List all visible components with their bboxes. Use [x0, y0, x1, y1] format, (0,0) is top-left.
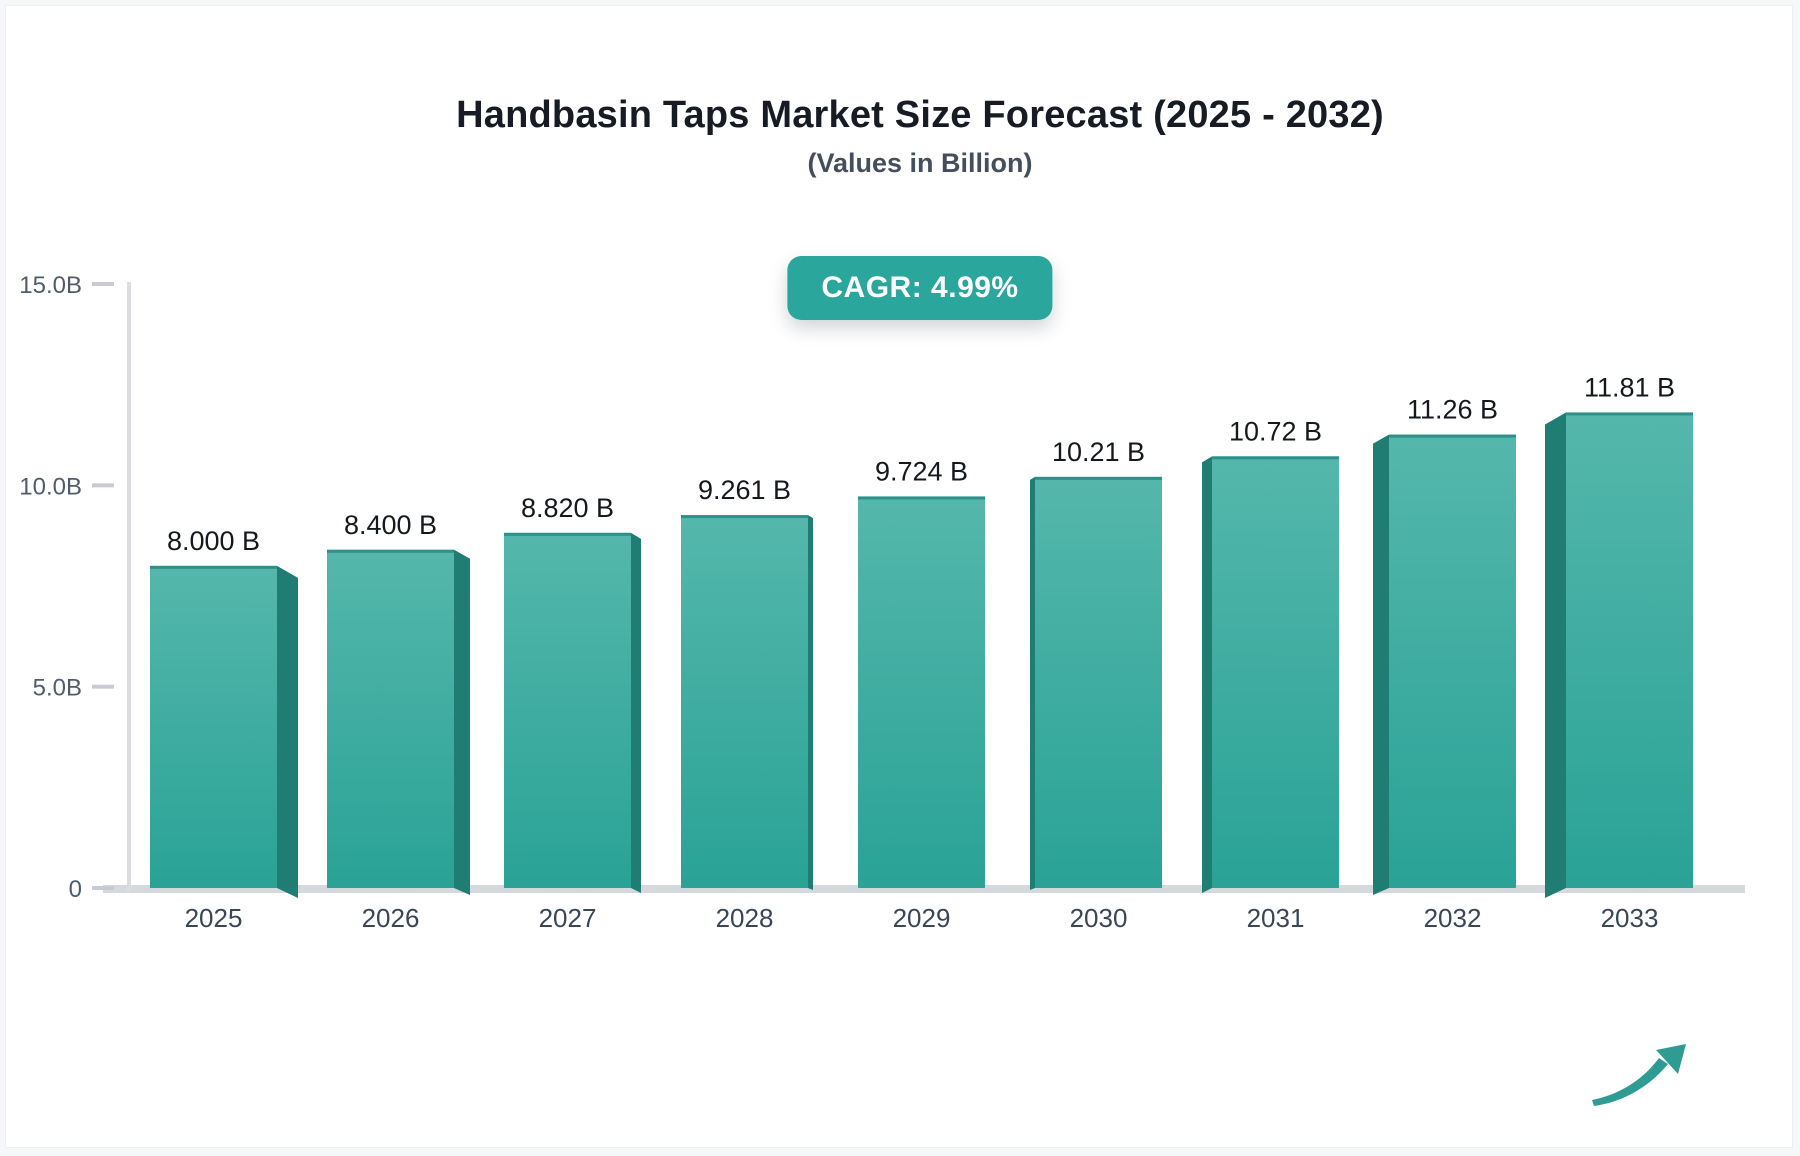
x-axis-year-label: 2033	[1601, 903, 1659, 933]
bar-top-edge	[858, 496, 985, 500]
x-axis-year-label: 2025	[185, 903, 243, 933]
x-axis-year-label: 2030	[1070, 903, 1128, 933]
bar-top-edge	[327, 549, 454, 553]
bar-side-face	[1373, 434, 1389, 895]
bar-value-label: 8.400 B	[344, 510, 437, 540]
bar-top-edge	[1566, 412, 1693, 416]
y-tick-mark	[92, 483, 114, 488]
bar-side-face	[631, 532, 641, 893]
amr-logo	[1592, 1044, 1686, 1106]
trend-arrow-icon	[1592, 1058, 1668, 1106]
bar	[327, 549, 454, 888]
bar-value-label: 9.724 B	[875, 456, 968, 486]
y-axis-line	[127, 282, 131, 892]
bar-top-edge	[150, 565, 277, 569]
x-axis-year-label: 2027	[539, 903, 597, 933]
bar-top-edge	[1389, 434, 1516, 438]
trend-arrow-head-icon	[1656, 1044, 1686, 1074]
x-axis-year-label: 2028	[716, 903, 774, 933]
y-tick-label: 5.0B	[33, 675, 82, 702]
bar-top-edge	[1035, 476, 1162, 480]
bar-top-edge	[681, 515, 808, 519]
bar-side-face	[1545, 412, 1566, 898]
bar	[504, 532, 631, 888]
page-title: Handbasin Taps Market Size Forecast (202…	[456, 94, 1384, 136]
bar	[1389, 434, 1516, 888]
x-axis-baseline	[103, 885, 1745, 893]
cagr-badge: CAGR: 4.99%	[787, 256, 1053, 320]
bar-top-edge	[504, 532, 631, 536]
bar	[1035, 476, 1162, 888]
bar	[1566, 412, 1693, 888]
bar-value-label: 11.26 B	[1407, 395, 1498, 425]
bar-side-face	[1030, 476, 1035, 890]
bar-side-face	[454, 549, 470, 895]
page-subtitle: (Values in Billion)	[807, 148, 1033, 178]
x-axis-year-label: 2032	[1424, 903, 1482, 933]
bar	[858, 496, 985, 888]
bar	[150, 565, 277, 888]
x-axis-year-label: 2031	[1247, 903, 1305, 933]
x-axis-year-label: 2026	[362, 903, 420, 933]
y-tick-mark	[92, 886, 114, 890]
bar-value-label: 8.820 B	[521, 493, 614, 523]
bar-side-face	[1202, 456, 1212, 893]
bar-top-edge	[1212, 456, 1339, 460]
y-tick-label: 0	[69, 876, 82, 903]
x-axis-year-label: 2029	[893, 903, 951, 933]
bar-value-label: 10.72 B	[1229, 416, 1322, 446]
bar-value-label: 11.81 B	[1584, 372, 1675, 402]
bar-value-label: 8.000 B	[167, 526, 260, 556]
bar-value-label: 9.261 B	[698, 475, 791, 505]
bar-side-face	[277, 565, 298, 898]
y-tick-label: 15.0B	[19, 272, 82, 299]
y-tick-mark	[92, 282, 114, 286]
bar-side-face	[808, 515, 813, 890]
bar	[681, 515, 808, 888]
bar	[1212, 456, 1339, 888]
y-tick-label: 10.0B	[19, 473, 82, 500]
y-tick-mark	[92, 684, 114, 689]
bar-value-label: 10.21 B	[1052, 437, 1145, 467]
